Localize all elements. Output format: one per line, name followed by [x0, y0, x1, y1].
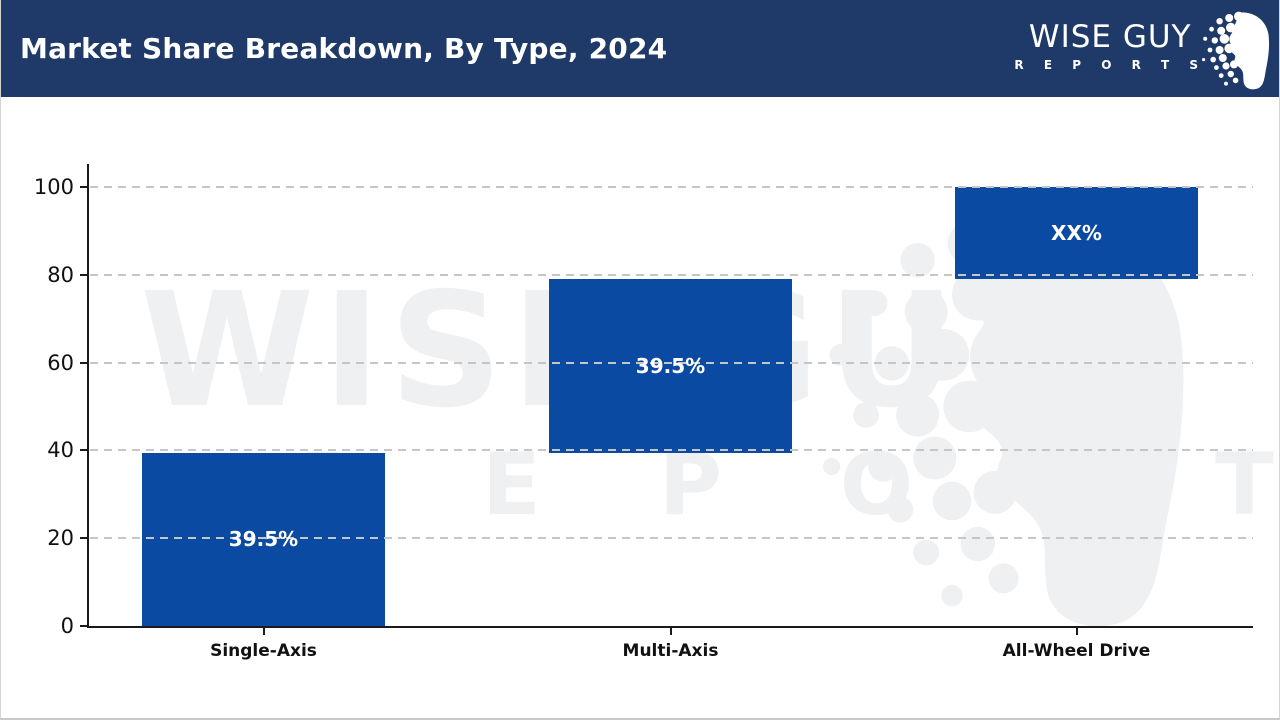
header-bar: Market Share Breakdown, By Type, 2024 WI…: [0, 0, 1280, 97]
bar-value-label: 39.5%: [228, 527, 299, 552]
gridline-60: [90, 361, 1253, 364]
ytick-mark-60: [80, 361, 88, 364]
bar-value-label: XX%: [1051, 221, 1102, 246]
ytick-label-40: 40: [47, 438, 74, 463]
bar-all-wheel-drive: [955, 187, 1198, 280]
ytick-label-100: 100: [33, 175, 74, 199]
xtick-mark-2: [1075, 628, 1078, 635]
wiseguy-logo: WISE GUY R E P O R T S: [1014, 4, 1274, 94]
logo-wordmark: WISE GUY R E P O R T S: [1014, 20, 1206, 74]
bar-single-axis: [142, 452, 385, 626]
xtick-label-1: Multi-Axis: [622, 641, 719, 661]
ytick-mark-80: [80, 273, 88, 276]
xtick-label-2: All-Wheel Drive: [1002, 641, 1151, 661]
xtick-mark-1: [669, 628, 672, 635]
ytick-mark-100: [80, 186, 88, 188]
ytick-label-20: 20: [47, 526, 74, 551]
chart-title: Market Share Breakdown, By Type, 2024: [20, 32, 668, 65]
logo-wordmark-line2: R E P O R T S: [1014, 58, 1206, 72]
x-axis-spine: [87, 626, 1253, 628]
xtick-label-0: Single-Axis: [210, 641, 317, 661]
gridline-20: [90, 537, 1253, 540]
ytick-label-0: 0: [60, 614, 74, 638]
logo-wordmark-line1: WISE GUY: [1028, 19, 1192, 55]
bar-multi-axis: [549, 279, 792, 453]
ytick-label-60: 60: [47, 350, 74, 375]
gridline-80: [90, 273, 1253, 276]
bar-value-label: 39.5%: [635, 353, 706, 378]
ytick-mark-20: [80, 537, 88, 540]
ytick-mark-40: [80, 449, 88, 452]
ytick-mark-0: [80, 625, 88, 627]
ytick-label-80: 80: [47, 262, 74, 287]
y-axis-spine: [87, 164, 89, 628]
xtick-mark-0: [262, 628, 265, 635]
gridline-40: [90, 449, 1253, 452]
gridline-100: [90, 186, 1253, 188]
